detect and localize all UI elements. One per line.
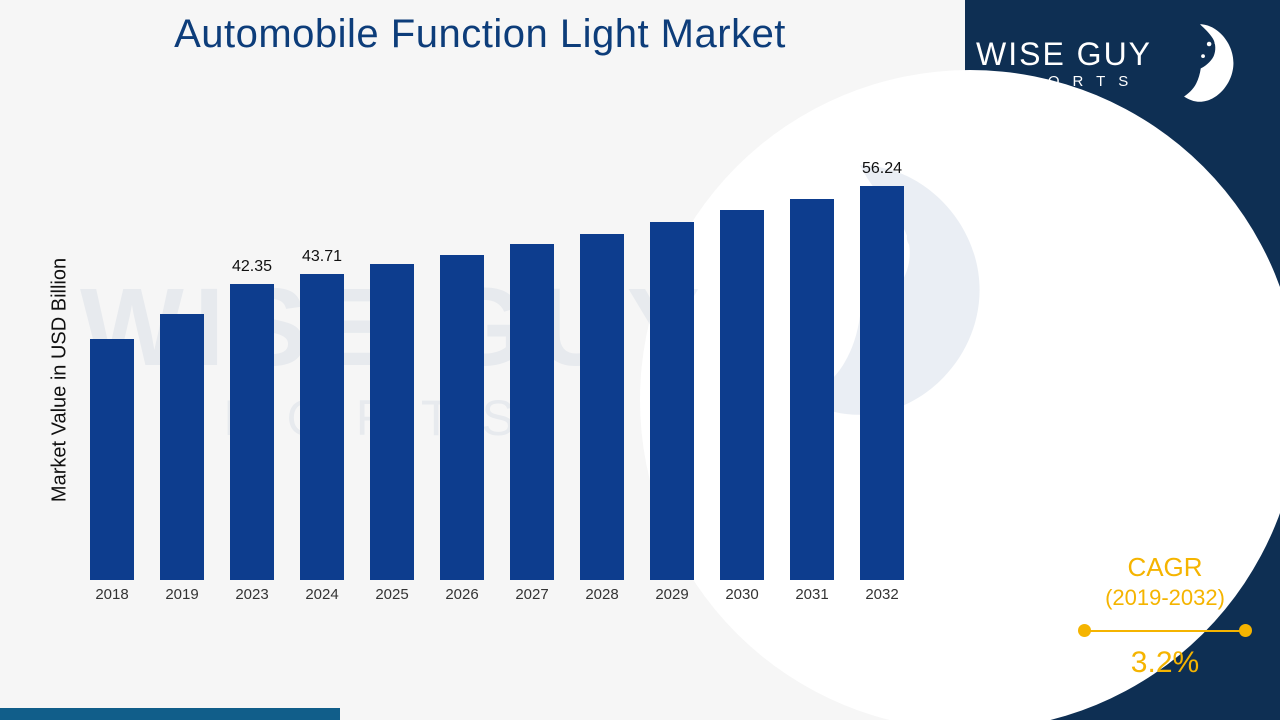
bar-slot [782, 173, 842, 581]
x-tick: 2018 [82, 586, 142, 603]
x-tick: 2025 [362, 586, 422, 603]
bar-slot [572, 208, 632, 581]
bar-value-label: 56.24 [862, 160, 902, 180]
x-axis-ticks: 2018 2019 2023 2024 2025 2026 2027 2028 2029 2030… [82, 586, 912, 603]
brand-line2: REPORTS [978, 74, 1152, 89]
x-tick: 2024 [292, 586, 352, 603]
bar-slot [502, 218, 562, 580]
bar-slot [642, 196, 702, 580]
bar [440, 255, 484, 581]
bar-slot [362, 238, 422, 580]
bar [860, 186, 904, 580]
bar-slot [82, 313, 142, 581]
bar-value-label: 42.35 [232, 258, 272, 278]
bar [790, 199, 834, 581]
brand-logo: WISE GUY REPORTS [976, 18, 1256, 108]
bar [300, 274, 344, 580]
bar-value-label: 43.71 [302, 248, 342, 268]
x-tick: 2019 [152, 586, 212, 603]
bar [160, 314, 204, 580]
bar-slot: 43.71 [292, 248, 352, 580]
bar-slot [152, 288, 212, 580]
cagr-label: CAGR [1050, 552, 1280, 583]
bar [90, 339, 134, 581]
x-tick: 2027 [502, 586, 562, 603]
bar-slot: 42.35 [222, 258, 282, 580]
x-tick: 2023 [222, 586, 282, 603]
bar-slot [712, 184, 772, 580]
bar-chart: 42.35 43.71 56.24 [82, 160, 912, 580]
cagr-range: (2019-2032) [1050, 585, 1280, 611]
cagr-separator [1080, 629, 1250, 632]
bar [580, 234, 624, 581]
x-tick: 2029 [642, 586, 702, 603]
x-tick: 2032 [852, 586, 912, 603]
bar [370, 264, 414, 580]
x-tick: 2028 [572, 586, 632, 603]
x-tick: 2026 [432, 586, 492, 603]
bar [510, 244, 554, 580]
bar-slot: 56.24 [852, 160, 912, 580]
brand-line1: WISE GUY [976, 38, 1152, 70]
cagr-callout: CAGR (2019-2032) 3.2% [1050, 552, 1280, 680]
bar [720, 210, 764, 580]
bottom-accent-bar [0, 708, 340, 720]
chart-card: WISE GUY REPORTS Automobile Function Lig… [0, 0, 1280, 720]
x-tick: 2030 [712, 586, 772, 603]
cagr-value: 3.2% [1050, 646, 1280, 680]
bar [230, 284, 274, 580]
chart-title: Automobile Function Light Market [0, 12, 960, 57]
y-axis-label: Market Value in USD Billion [49, 258, 72, 502]
bar [650, 222, 694, 580]
bar-slot [432, 229, 492, 581]
x-tick: 2031 [782, 586, 842, 603]
brand-face-icon [1162, 21, 1238, 105]
